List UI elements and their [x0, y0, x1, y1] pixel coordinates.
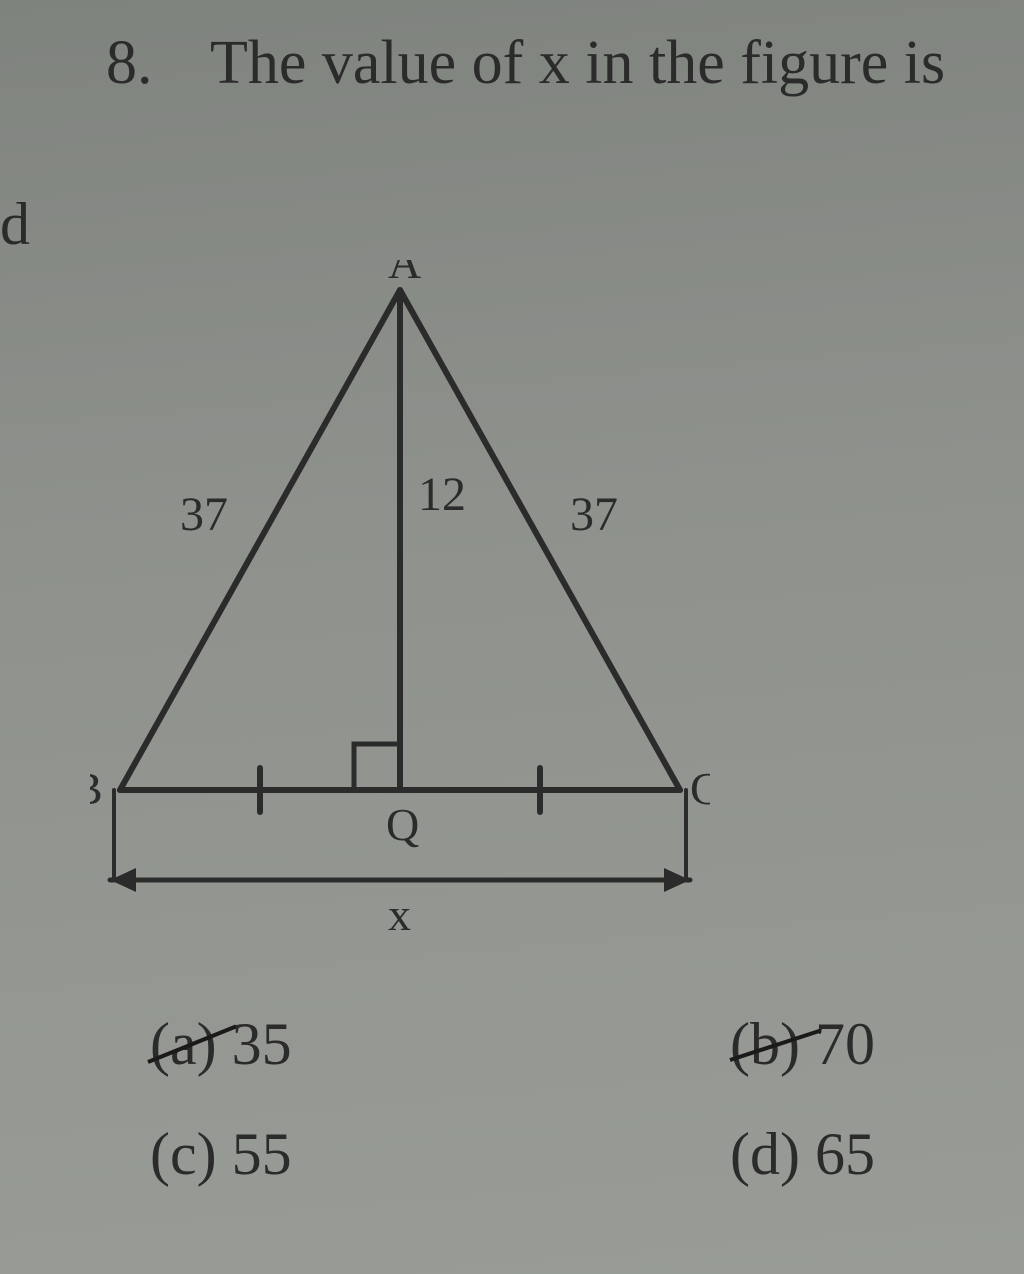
question-number: 8.	[106, 28, 153, 99]
svg-text:Q: Q	[386, 799, 419, 850]
option-b-marker: (b)	[730, 1011, 800, 1077]
svg-text:A: A	[388, 260, 421, 288]
option-d: (d) 65	[730, 1120, 875, 1189]
question-text: The value of x in the figure is	[210, 28, 945, 99]
svg-text:B: B	[90, 763, 103, 814]
option-d-marker: (d)	[730, 1121, 800, 1187]
triangle-svg: A B C Q 37 37 12 x	[90, 260, 710, 940]
page: 8. The value of x in the figure is d A B C…	[0, 0, 1024, 1274]
option-b: (b) 70	[730, 1010, 875, 1079]
option-b-value: 70	[815, 1011, 875, 1077]
svg-text:12: 12	[418, 468, 466, 521]
option-c-marker: (c)	[150, 1121, 217, 1187]
svg-text:C: C	[690, 763, 710, 814]
option-d-value: 65	[815, 1121, 875, 1187]
option-c: (c) 55	[150, 1120, 292, 1189]
margin-marker: d	[0, 190, 30, 259]
option-a-value: 35	[232, 1011, 292, 1077]
option-a: (a) 35	[150, 1010, 292, 1079]
option-c-value: 55	[232, 1121, 292, 1187]
svg-text:37: 37	[180, 488, 228, 541]
svg-text:x: x	[388, 889, 411, 940]
triangle-figure: ABCQ373712x	[90, 260, 710, 910]
option-a-marker: (a)	[150, 1011, 217, 1077]
svg-text:37: 37	[570, 488, 618, 541]
